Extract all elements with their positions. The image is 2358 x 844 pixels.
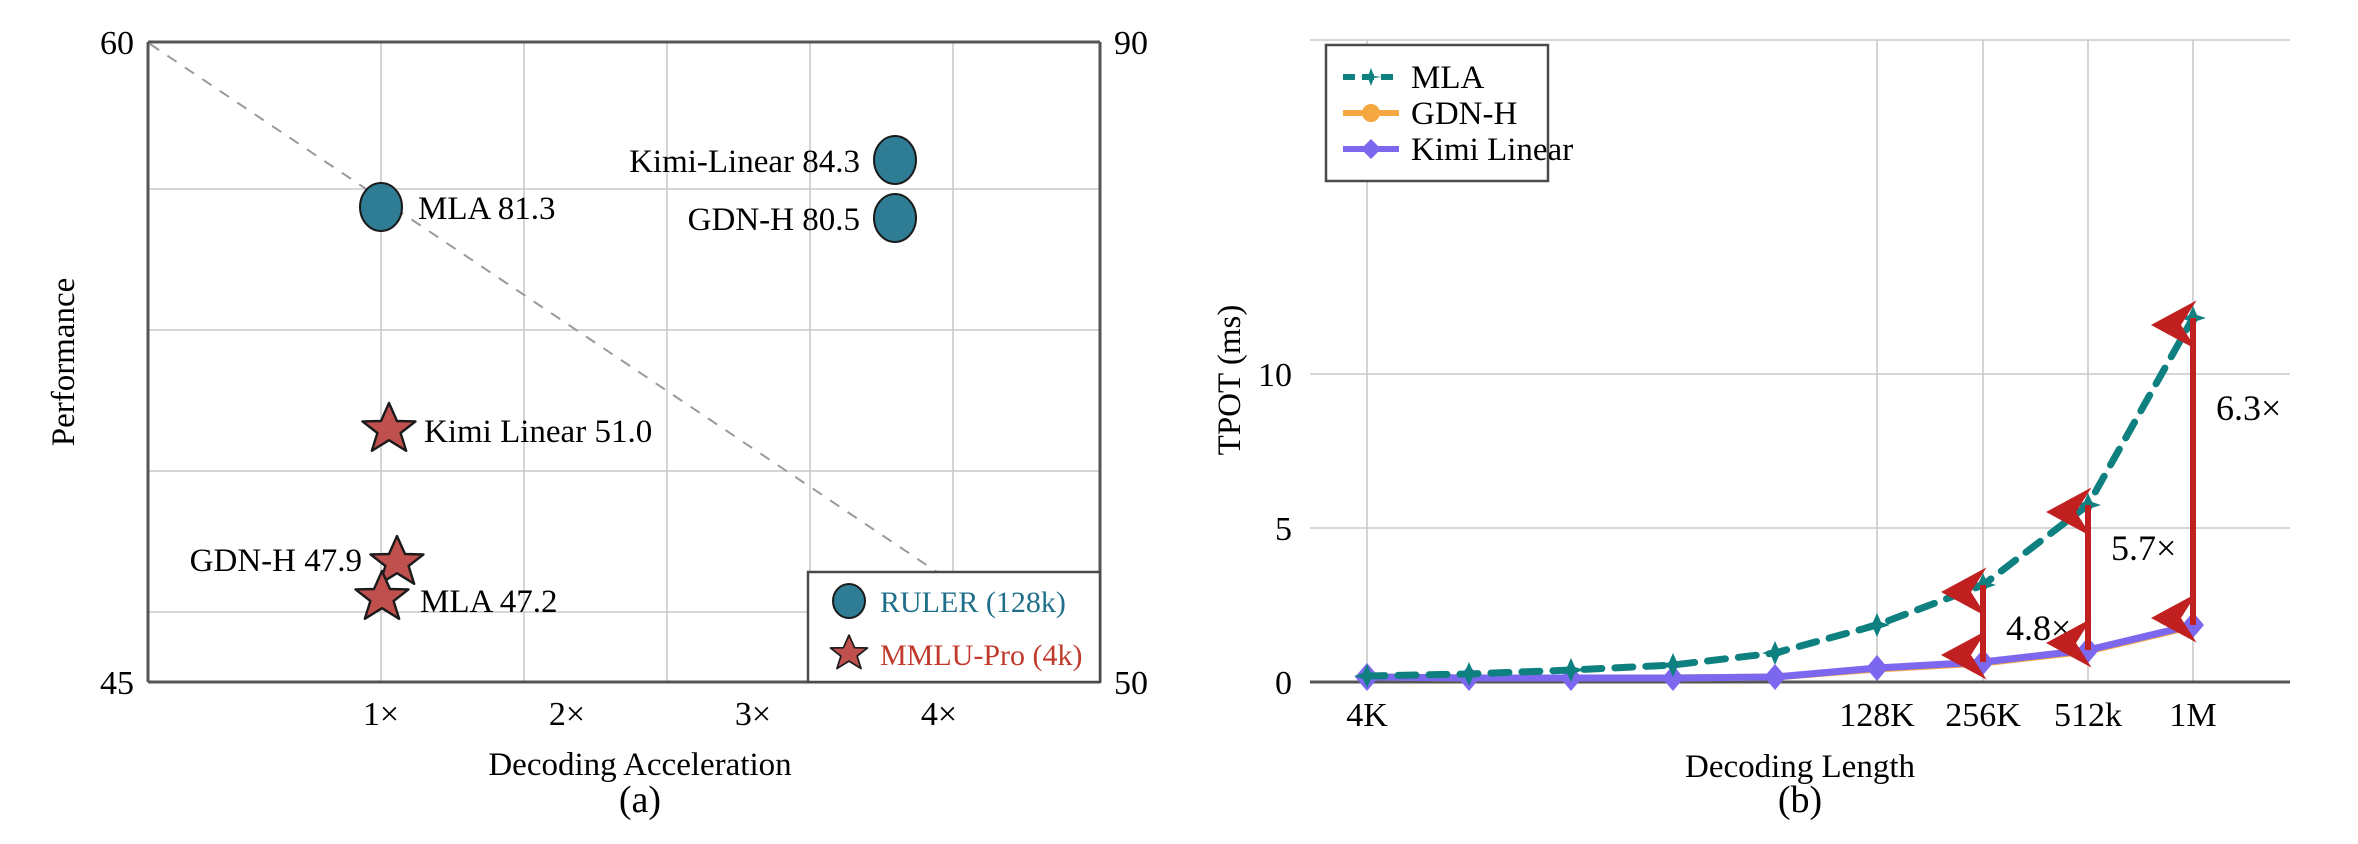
panel-b-ytick-0: 0	[1275, 665, 1292, 702]
panel-a-ytick-left-top: 60	[100, 25, 134, 62]
star-marker	[361, 401, 417, 452]
ruler-point-gdnh-label: GDN-H 80.5	[688, 202, 860, 238]
panel-a-xtick-2x: 2×	[549, 696, 585, 733]
legend-star-icon-mla	[1360, 68, 1382, 86]
panel-b-xtick-1m: 1M	[2169, 697, 2216, 734]
panel-a-svg: 60 45 90 50 1× 2× 3× 4× Decoding Acceler…	[46, 25, 1148, 821]
circle-marker	[873, 193, 917, 243]
panel-a-ytick-left-bottom: 45	[100, 665, 134, 702]
panel-a-xtick-1x: 1×	[363, 696, 399, 733]
legend-entry-gdnh[interactable]: GDN-H	[1343, 96, 1517, 132]
mmlu-point-gdnh[interactable]: GDN-H 47.9	[190, 534, 425, 585]
annotation-6-3x: 6.3×	[2151, 300, 2281, 643]
panel-b-xtick-128k: 128K	[1839, 697, 1915, 734]
legend-label-mmlu: MMLU-Pro (4k)	[880, 639, 1083, 672]
legend-label-kimi-linear: Kimi Linear	[1411, 132, 1573, 168]
panel-a-ytick-right-bottom: 50	[1114, 665, 1148, 702]
panel-a-xtick-4x: 4×	[921, 696, 957, 733]
mmlu-point-gdnh-label: GDN-H 47.9	[190, 543, 362, 579]
ruler-point-mla-label: MLA 81.3	[418, 191, 556, 227]
panel-b-yaxis-title: TPOT (ms)	[1212, 305, 1248, 456]
panel-b-svg: 0 5 10 4K 128K 256K 512k 1M Decoding Len…	[1212, 39, 2290, 821]
circle-marker	[873, 135, 917, 185]
ruler-point-gdnh[interactable]: GDN-H 80.5	[688, 193, 917, 243]
panel-a-yaxis-title: Performance	[46, 278, 82, 447]
panel-a-ytick-right-top: 90	[1114, 25, 1148, 62]
ruler-point-mla[interactable]: MLA 81.3	[359, 182, 556, 232]
panel-b-line-chart: 0 5 10 4K 128K 256K 512k 1M Decoding Len…	[1180, 0, 2358, 844]
legend-entry-mla[interactable]: MLA	[1343, 60, 1485, 96]
panel-b-xtick-4k: 4K	[1346, 697, 1388, 734]
legend-circle-icon-gdnh	[1362, 104, 1380, 122]
mmlu-point-kimi-linear[interactable]: Kimi Linear 51.0	[361, 401, 653, 452]
panel-b-ytick-10: 10	[1258, 357, 1292, 394]
annotation-5-7x: 5.7×	[2046, 487, 2176, 668]
legend-circle-icon	[832, 583, 866, 619]
panel-b-ytick-5: 5	[1275, 511, 1292, 548]
legend-diamond-icon-kimi	[1361, 139, 1381, 159]
circle-marker	[359, 182, 403, 232]
legend-label-ruler: RULER (128k)	[880, 586, 1066, 619]
panel-a-legend[interactable]: RULER (128k) MMLU-Pro (4k)	[806, 570, 1102, 684]
ruler-point-kimi-linear-label: Kimi-Linear 84.3	[629, 144, 860, 180]
panel-b-xtick-256k: 256K	[1945, 697, 2021, 734]
panel-a-scatter: 60 45 90 50 1× 2× 3× 4× Decoding Acceler…	[46, 25, 1148, 821]
panel-b-xtick-512k: 512k	[2054, 697, 2122, 734]
mmlu-point-mla-label: MLA 47.2	[420, 584, 558, 620]
panel-a-xtick-3x: 3×	[735, 696, 771, 733]
panel-b-xaxis-title: Decoding Length	[1685, 749, 1916, 785]
mmlu-point-kimi-linear-label: Kimi Linear 51.0	[424, 414, 652, 450]
panel-b-legend[interactable]: MLA GDN-H Kimi Linear	[1324, 43, 1573, 183]
annotation-4-8x-label: 4.8×	[2006, 608, 2071, 648]
series-mla-markers	[1354, 306, 2206, 688]
mmlu-point-mla[interactable]: MLA 47.2	[354, 569, 558, 620]
legend-label-gdnh: GDN-H	[1411, 96, 1517, 132]
ruler-point-kimi-linear[interactable]: Kimi-Linear 84.3	[629, 135, 917, 185]
legend-label-mla: MLA	[1411, 60, 1485, 96]
annotation-5-7x-label: 5.7×	[2111, 528, 2176, 568]
panel-a-xaxis-title: Decoding Acceleration	[488, 747, 791, 783]
subcaption-a: (a)	[619, 779, 661, 821]
annotation-6-3x-label: 6.3×	[2216, 388, 2281, 428]
legend-entry-kimi-linear[interactable]: Kimi Linear	[1343, 132, 1573, 168]
subcaption-b: (b)	[1778, 779, 1822, 821]
